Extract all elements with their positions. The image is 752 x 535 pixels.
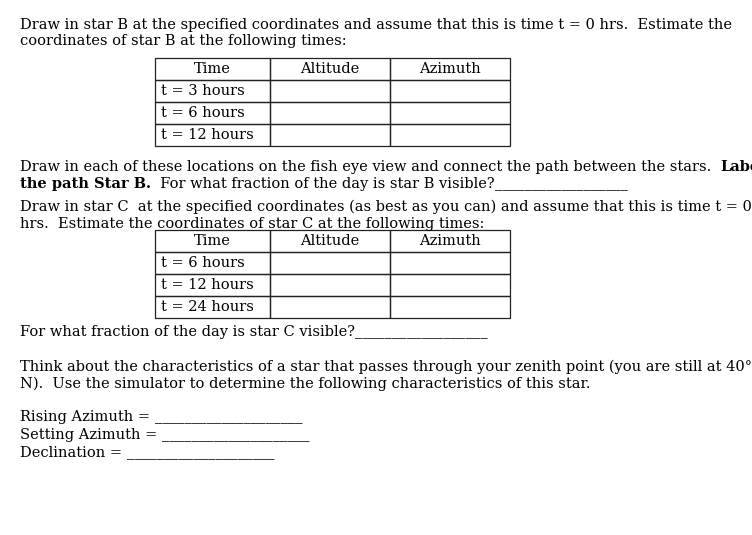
Text: Time: Time — [194, 234, 231, 248]
Text: t = 12 hours: t = 12 hours — [161, 278, 253, 292]
Text: t = 6 hours: t = 6 hours — [161, 106, 244, 120]
Bar — [155, 252, 270, 274]
Bar — [270, 102, 390, 124]
Text: N).  Use the simulator to determine the following characteristics of this star.: N). Use the simulator to determine the f… — [20, 377, 590, 392]
Bar — [270, 58, 390, 80]
Text: Draw in each of these locations on the fish eye view and connect the path betwee: Draw in each of these locations on the f… — [20, 160, 720, 174]
Bar — [155, 124, 270, 146]
Bar — [390, 124, 510, 146]
Bar — [270, 124, 390, 146]
Text: __________________: __________________ — [495, 177, 627, 191]
Text: the path Star B.: the path Star B. — [20, 177, 151, 191]
Text: t = 3 hours: t = 3 hours — [161, 84, 244, 98]
Bar — [390, 230, 510, 252]
Text: Altitude: Altitude — [300, 234, 359, 248]
Text: Azimuth: Azimuth — [419, 62, 481, 76]
Bar — [155, 80, 270, 102]
Bar — [390, 58, 510, 80]
Bar — [270, 274, 390, 296]
Bar — [390, 274, 510, 296]
Text: ____________________: ____________________ — [155, 410, 302, 424]
Text: coordinates of star B at the following times:: coordinates of star B at the following t… — [20, 34, 347, 48]
Text: Azimuth: Azimuth — [419, 234, 481, 248]
Text: Setting Azimuth =: Setting Azimuth = — [20, 428, 162, 442]
Bar — [155, 102, 270, 124]
Text: t = 6 hours: t = 6 hours — [161, 256, 244, 270]
Bar — [155, 274, 270, 296]
Text: Declination =: Declination = — [20, 446, 126, 460]
Bar — [155, 230, 270, 252]
Text: Altitude: Altitude — [300, 62, 359, 76]
Text: hrs.  Estimate the coordinates of star C at the following times:: hrs. Estimate the coordinates of star C … — [20, 217, 484, 231]
Bar — [390, 102, 510, 124]
Bar — [270, 296, 390, 318]
Bar — [390, 80, 510, 102]
Bar — [390, 252, 510, 274]
Text: t = 24 hours: t = 24 hours — [161, 300, 254, 314]
Text: Draw in star B at the specified coordinates and assume that this is time t = 0 h: Draw in star B at the specified coordina… — [20, 18, 732, 32]
Text: For what fraction of the day is star C visible?: For what fraction of the day is star C v… — [20, 325, 355, 339]
Text: __________________: __________________ — [355, 325, 488, 339]
Bar — [155, 296, 270, 318]
Text: Time: Time — [194, 62, 231, 76]
Text: ____________________: ____________________ — [126, 446, 274, 460]
Text: Draw in star C  at the specified coordinates (as best as you can) and assume tha: Draw in star C at the specified coordina… — [20, 200, 752, 215]
Bar — [155, 58, 270, 80]
Text: Rising Azimuth =: Rising Azimuth = — [20, 410, 155, 424]
Text: Think about the characteristics of a star that passes through your zenith point : Think about the characteristics of a sta… — [20, 360, 752, 374]
Bar — [270, 80, 390, 102]
Bar — [270, 230, 390, 252]
Text: ____________________: ____________________ — [162, 428, 309, 442]
Bar — [270, 252, 390, 274]
Bar — [390, 296, 510, 318]
Text: t = 12 hours: t = 12 hours — [161, 128, 253, 142]
Text: For what fraction of the day is star B visible?: For what fraction of the day is star B v… — [151, 177, 495, 191]
Text: Label: Label — [720, 160, 752, 174]
